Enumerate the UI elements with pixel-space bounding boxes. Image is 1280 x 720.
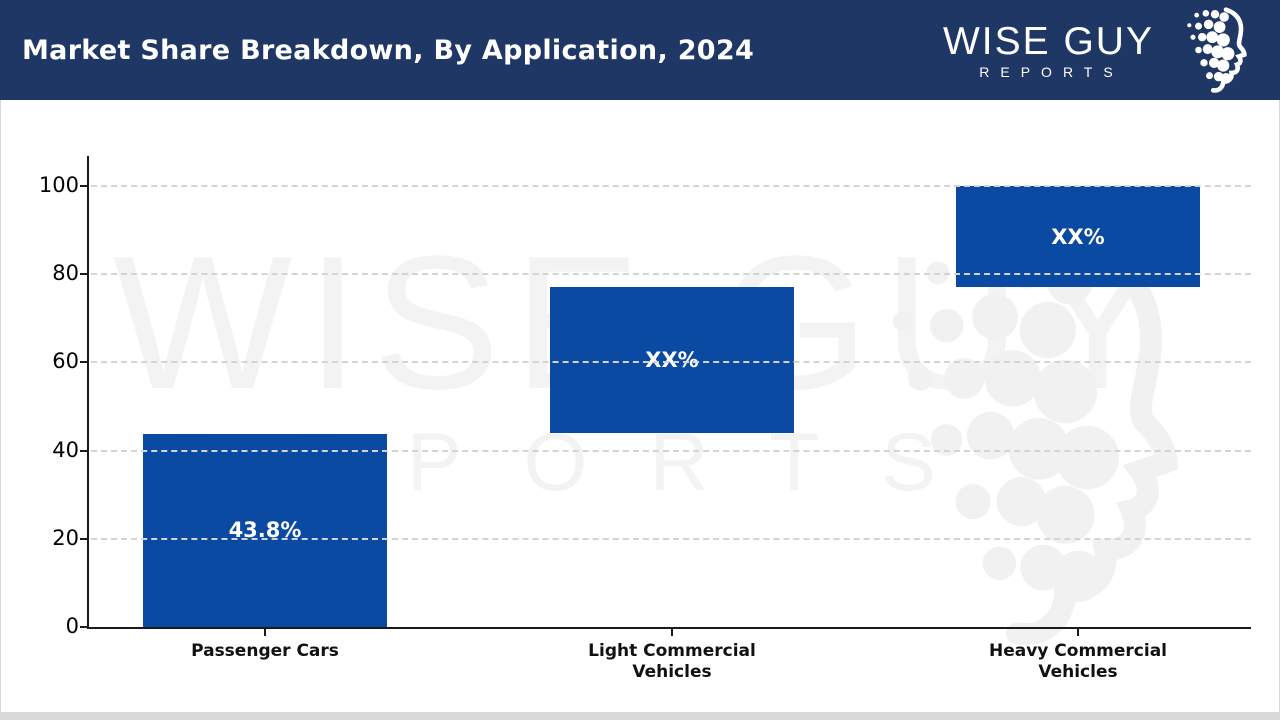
gridline-20 — [91, 537, 1251, 540]
bar-value-label-3: XX% — [1051, 224, 1105, 249]
footer-strip — [0, 712, 1280, 720]
x-category-label-line: Light Commercial — [588, 641, 756, 661]
bar-value-label-2: XX% — [645, 348, 699, 373]
x-tick-3 — [1077, 629, 1079, 636]
x-axis-line — [87, 627, 1251, 629]
gridline-100 — [91, 185, 1251, 187]
brand-name: WISE GUY — [942, 19, 1154, 63]
brand-logo: WISE GUY REPORTS — [943, 6, 1250, 94]
x-category-label-line: Heavy Commercial — [988, 641, 1167, 661]
brand-logo-text: WISE GUY REPORTS — [943, 22, 1154, 79]
header-bar: Market Share Breakdown, By Application, … — [0, 0, 1280, 100]
dotted-head-icon — [1187, 7, 1247, 93]
bar-1: 43.8% — [143, 433, 387, 627]
x-category-label-line: Vehicles — [632, 662, 712, 682]
bar-3: XX% — [956, 186, 1200, 288]
y-axis-line — [87, 156, 89, 629]
y-tick-60 — [80, 361, 89, 364]
chart-area: WISE GUY REPORTS 0 20 40 60 80 100 43.8% Passen… — [0, 100, 1280, 712]
y-tick-80 — [80, 273, 89, 276]
page-title: Market Share Breakdown, By Application, … — [22, 34, 755, 66]
y-tick-40 — [80, 449, 89, 452]
gridline-40 — [91, 449, 1251, 452]
x-category-label-2: Light Commercial Vehicles — [512, 641, 832, 683]
y-tick-label-80: 80 — [52, 261, 79, 286]
brand-subtitle: REPORTS — [979, 63, 1124, 80]
gridline-80 — [91, 273, 1251, 276]
y-tick-label-40: 40 — [52, 437, 79, 462]
y-tick-20 — [80, 537, 89, 540]
x-category-label-line: Passenger Cars — [191, 641, 339, 661]
y-tick-100 — [80, 185, 89, 187]
y-tick-0 — [80, 626, 89, 628]
x-tick-2 — [671, 629, 673, 636]
x-tick-1 — [264, 629, 266, 636]
y-tick-label-20: 20 — [52, 525, 79, 550]
x-category-label-3: Heavy Commercial Vehicles — [918, 641, 1238, 683]
x-category-label-line: Vehicles — [1038, 662, 1118, 682]
y-tick-label-100: 100 — [38, 173, 79, 197]
x-category-label-1: Passenger Cars — [105, 641, 425, 662]
y-tick-label-0: 0 — [65, 614, 79, 638]
gridline-60 — [91, 361, 1251, 364]
y-tick-label-60: 60 — [52, 349, 79, 374]
bar-2: XX% — [550, 287, 794, 433]
